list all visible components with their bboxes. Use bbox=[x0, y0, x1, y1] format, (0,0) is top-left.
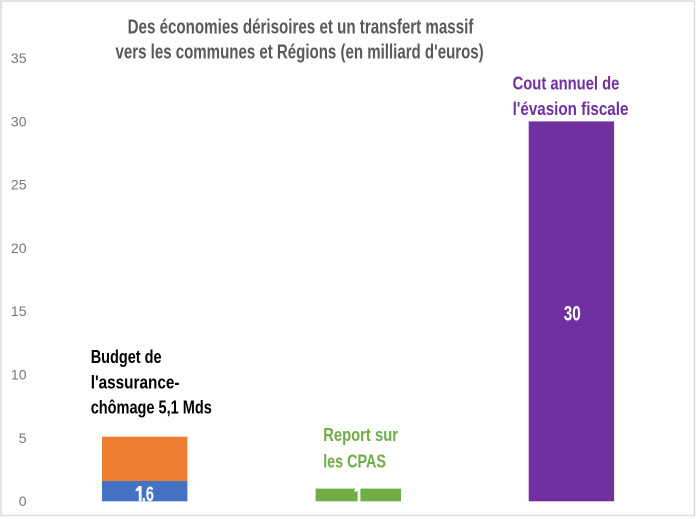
svg-text:30: 30 bbox=[564, 303, 581, 326]
svg-text:Report sur: Report sur bbox=[323, 425, 398, 445]
svg-text:chômage 5,1 Mds: chômage 5,1 Mds bbox=[91, 397, 212, 417]
svg-text:15: 15 bbox=[11, 303, 27, 319]
svg-text:10: 10 bbox=[11, 367, 27, 383]
svg-text:30: 30 bbox=[11, 113, 27, 129]
svg-text:Cout annuel de: Cout annuel de bbox=[513, 73, 620, 93]
svg-text:25: 25 bbox=[11, 177, 27, 193]
svg-text:les CPAS: les CPAS bbox=[323, 452, 386, 472]
svg-text:35: 35 bbox=[11, 50, 27, 66]
svg-text:,6: ,6 bbox=[142, 483, 154, 506]
svg-text:Budget de: Budget de bbox=[91, 347, 162, 367]
svg-text:0: 0 bbox=[19, 493, 27, 509]
svg-text:l'évasion fiscale: l'évasion fiscale bbox=[513, 99, 629, 119]
svg-text:Des économies dérisoires et un: Des économies dérisoires et un transfert… bbox=[128, 17, 474, 39]
svg-text:vers les communes et Régions (: vers les communes et Régions (en milliar… bbox=[116, 42, 484, 64]
svg-text:5: 5 bbox=[19, 430, 27, 446]
svg-text:20: 20 bbox=[11, 240, 27, 256]
svg-text:l'assurance-: l'assurance- bbox=[91, 372, 180, 392]
